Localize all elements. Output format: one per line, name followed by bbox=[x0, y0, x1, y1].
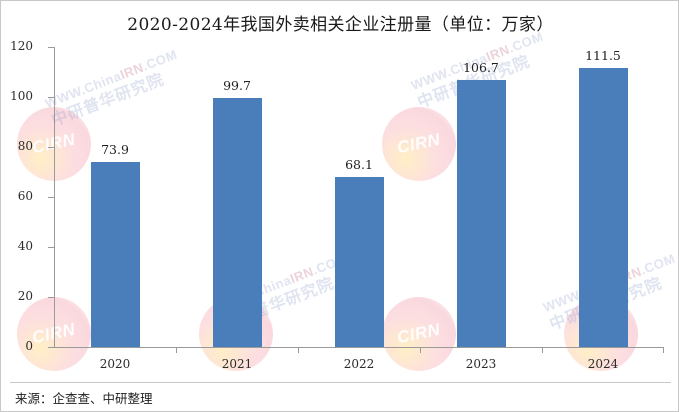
y-axis-tick bbox=[48, 297, 54, 298]
y-axis-line bbox=[54, 47, 55, 347]
bar-value-label: 111.5 bbox=[585, 48, 621, 64]
y-axis-label: 0 bbox=[25, 339, 33, 353]
footer-divider bbox=[10, 382, 671, 383]
y-axis-label: 40 bbox=[17, 239, 33, 253]
y-axis-label: 20 bbox=[17, 289, 33, 303]
y-axis-label: 60 bbox=[17, 189, 33, 203]
y-axis-tick bbox=[48, 47, 54, 48]
y-axis-tick bbox=[48, 197, 54, 198]
bar[interactable] bbox=[212, 97, 262, 347]
bar[interactable] bbox=[334, 176, 384, 347]
bar[interactable] bbox=[90, 162, 140, 347]
chart-title: 2020-2024年我国外卖相关企业注册量（单位：万家） bbox=[127, 15, 554, 35]
x-axis-label: 2022 bbox=[343, 357, 375, 371]
y-axis-tick bbox=[48, 97, 54, 98]
x-axis-label: 2021 bbox=[221, 357, 253, 371]
y-axis-label: 120 bbox=[10, 39, 33, 53]
bar[interactable] bbox=[456, 80, 506, 347]
bar-value-label: 99.7 bbox=[223, 77, 251, 93]
y-axis-tick bbox=[48, 147, 54, 148]
y-axis-tick bbox=[48, 347, 54, 348]
x-axis-tick bbox=[663, 347, 664, 353]
bar-value-label: 106.7 bbox=[463, 60, 499, 76]
x-axis-line bbox=[54, 347, 664, 348]
x-axis-tick bbox=[298, 347, 299, 353]
x-axis-tick bbox=[542, 347, 543, 353]
bar-value-label: 68.1 bbox=[345, 156, 373, 172]
x-axis-tick bbox=[420, 347, 421, 353]
plot-area: 0 20 40 60 80 100 120 2020 2021 2022 2023 2024 73.… bbox=[10, 39, 664, 371]
bar-value-label: 73.9 bbox=[101, 142, 129, 158]
y-axis-label: 100 bbox=[10, 89, 33, 103]
bar[interactable] bbox=[578, 68, 628, 347]
y-axis-tick bbox=[48, 247, 54, 248]
x-axis-label: 2023 bbox=[465, 357, 497, 371]
x-axis-label: 2020 bbox=[99, 357, 131, 371]
x-axis-tick bbox=[176, 347, 177, 353]
y-axis-label: 80 bbox=[17, 139, 33, 153]
x-axis-label: 2024 bbox=[587, 357, 619, 371]
source-note: 来源：企查查、中研整理 bbox=[15, 391, 153, 406]
